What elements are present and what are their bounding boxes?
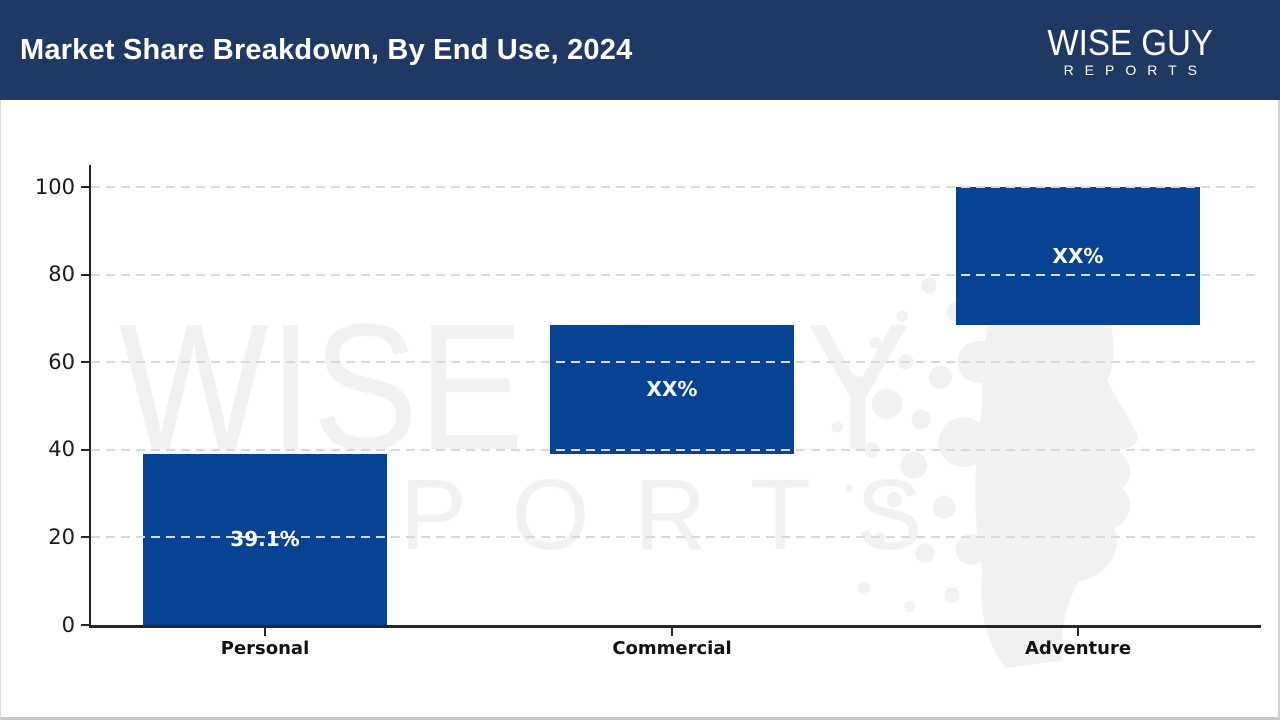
gridline-100 [91, 186, 1259, 188]
bar-commercial [550, 324, 794, 454]
y-tick-mark-60 [81, 361, 89, 364]
x-tick-mark-adventure [1077, 628, 1079, 636]
brand-logo-wordmark: WISE GUY [1047, 22, 1213, 63]
y-tick-mark-40 [81, 448, 89, 451]
gridline-60 [91, 361, 1259, 364]
bar-value-label-adventure: XX% [1052, 243, 1104, 268]
gridline-80 [91, 273, 1259, 276]
y-tick-label-0: 0 [61, 612, 75, 637]
header-banner: Market Share Breakdown, By End Use, 2024… [0, 0, 1280, 100]
y-tick-label-80: 80 [48, 262, 75, 287]
gridline-40 [91, 448, 1259, 451]
x-tick-label-commercial: Commercial [612, 638, 732, 659]
y-tick-mark-0 [81, 624, 89, 626]
y-tick-mark-20 [81, 536, 89, 539]
y-tick-label-60: 60 [48, 349, 75, 374]
x-tick-label-adventure: Adventure [1024, 638, 1132, 659]
y-tick-mark-100 [81, 186, 89, 188]
page-title: Market Share Breakdown, By End Use, 2024 [20, 33, 633, 66]
x-axis-spine [89, 625, 1261, 628]
brand-logo: WISE GUY REPORTS [1000, 0, 1280, 100]
gridline-20 [91, 536, 1259, 539]
x-tick-mark-personal [264, 628, 266, 636]
bar-personal [143, 453, 387, 625]
brand-logo-subtext: REPORTS [1063, 62, 1208, 78]
y-tick-label-20: 20 [48, 524, 75, 549]
y-tick-mark-80 [81, 273, 89, 276]
x-tick-mark-commercial [671, 628, 673, 636]
y-tick-label-40: 40 [48, 437, 75, 462]
y-tick-label-100: 100 [34, 174, 75, 199]
chart-canvas: WISE GUY REPORTS 0 20 40 60 80 100 39.1% Person… [0, 100, 1280, 720]
y-axis-spine [89, 165, 91, 627]
x-tick-label-personal: Personal [220, 638, 310, 659]
bar-value-label-personal: 39.1% [230, 527, 300, 552]
bar-adventure [956, 187, 1200, 325]
bar-value-label-commercial: XX% [646, 377, 698, 402]
